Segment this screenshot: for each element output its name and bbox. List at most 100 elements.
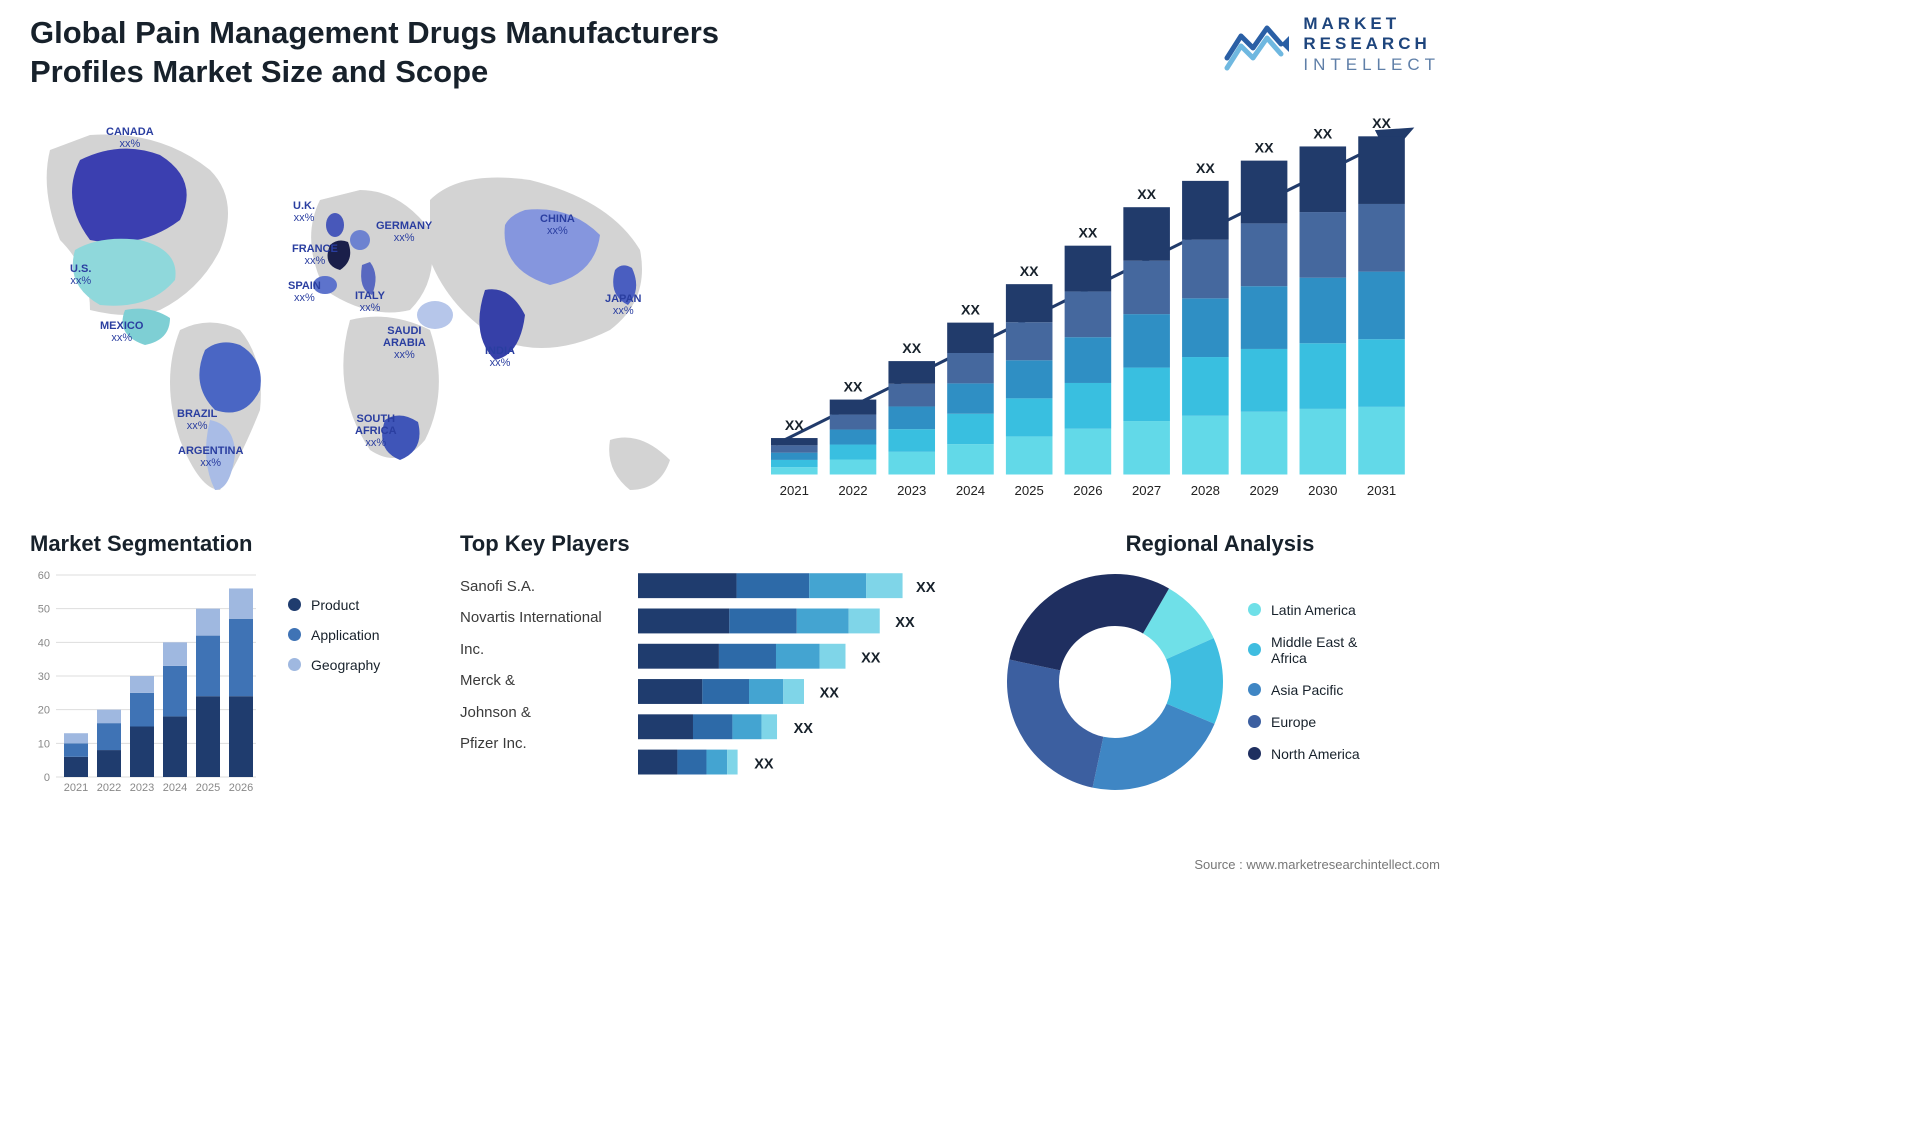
legend-dot-icon bbox=[1248, 603, 1261, 616]
svg-text:2024: 2024 bbox=[163, 782, 187, 794]
svg-text:2022: 2022 bbox=[838, 482, 867, 497]
legend-label: Geography bbox=[311, 657, 380, 673]
segmentation-section: Market Segmentation 01020304050602021202… bbox=[30, 531, 430, 821]
lower-row: Market Segmentation 01020304050602021202… bbox=[30, 531, 1440, 821]
regional-section: Regional Analysis Latin America Middle Ea… bbox=[1000, 531, 1440, 821]
svg-text:XX: XX bbox=[1372, 116, 1391, 132]
svg-text:10: 10 bbox=[38, 738, 50, 750]
legend-label: Latin America bbox=[1271, 602, 1356, 618]
map-label-saudi-arabia: SAUDIARABIAxx% bbox=[383, 325, 426, 361]
upper-row: CANADAxx%U.S.xx%MEXICOxx%BRAZILxx%ARGENT… bbox=[30, 110, 1440, 515]
map-label-italy: ITALYxx% bbox=[355, 290, 385, 314]
seg-legend-application: Application bbox=[288, 627, 380, 643]
svg-text:0: 0 bbox=[44, 772, 50, 784]
svg-text:2029: 2029 bbox=[1249, 482, 1278, 497]
regional-title: Regional Analysis bbox=[1000, 531, 1440, 557]
player-label: Pfizer Inc. bbox=[460, 728, 630, 760]
svg-text:40: 40 bbox=[38, 637, 50, 649]
map-label-japan: JAPANxx% bbox=[605, 293, 641, 317]
svg-text:XX: XX bbox=[785, 417, 804, 433]
player-label: Sanofi S.A. bbox=[460, 571, 630, 603]
legend-label: Asia Pacific bbox=[1271, 682, 1343, 698]
legend-label: North America bbox=[1271, 746, 1360, 762]
source-attribution: Source : www.marketresearchintellect.com bbox=[1194, 857, 1440, 872]
logo-line2: RESEARCH bbox=[1303, 34, 1440, 54]
regional-legend: Latin America Middle East &Africa Asia Pac… bbox=[1248, 602, 1360, 762]
legend-dot-icon bbox=[288, 658, 301, 671]
svg-text:XX: XX bbox=[794, 721, 814, 737]
svg-text:2023: 2023 bbox=[130, 782, 154, 794]
svg-text:XX: XX bbox=[820, 685, 840, 701]
legend-dot-icon bbox=[1248, 683, 1261, 696]
svg-text:2024: 2024 bbox=[956, 482, 985, 497]
svg-text:XX: XX bbox=[902, 341, 921, 357]
svg-text:XX: XX bbox=[754, 756, 774, 772]
svg-text:20: 20 bbox=[38, 704, 50, 716]
players-chart: XX XX XX XX XX XX bbox=[638, 567, 970, 806]
svg-text:2025: 2025 bbox=[1015, 482, 1044, 497]
regional-donut-chart bbox=[1000, 567, 1230, 797]
map-label-brazil: BRAZILxx% bbox=[177, 408, 217, 432]
reg-legend-middle-east-africa: Middle East &Africa bbox=[1248, 634, 1360, 666]
svg-text:2023: 2023 bbox=[897, 482, 926, 497]
reg-legend-north-america: North America bbox=[1248, 746, 1360, 762]
svg-text:XX: XX bbox=[1078, 225, 1097, 241]
players-labels: Sanofi S.A.Novartis InternationalInc.Mer… bbox=[460, 567, 630, 806]
svg-text:2022: 2022 bbox=[97, 782, 121, 794]
svg-text:2026: 2026 bbox=[1073, 482, 1102, 497]
legend-label: Middle East &Africa bbox=[1271, 634, 1357, 666]
map-label-germany: GERMANYxx% bbox=[376, 220, 432, 244]
player-label: Inc. bbox=[460, 634, 630, 666]
svg-text:2021: 2021 bbox=[64, 782, 88, 794]
reg-legend-latin-america: Latin America bbox=[1248, 602, 1360, 618]
svg-text:XX: XX bbox=[1255, 140, 1274, 156]
map-label-argentina: ARGENTINAxx% bbox=[178, 445, 243, 469]
seg-legend-geography: Geography bbox=[288, 657, 380, 673]
svg-text:2026: 2026 bbox=[229, 782, 253, 794]
map-label-mexico: MEXICOxx% bbox=[100, 320, 143, 344]
map-label-china: CHINAxx% bbox=[540, 213, 575, 237]
player-label: Novartis International bbox=[460, 602, 630, 634]
segmentation-chart: 0102030405060202120222023202420252026 bbox=[30, 567, 270, 797]
header: Global Pain Management Drugs Manufacture… bbox=[30, 14, 1440, 92]
svg-text:60: 60 bbox=[38, 570, 50, 582]
legend-dot-icon bbox=[1248, 747, 1261, 760]
logo-text: MARKET RESEARCH INTELLECT bbox=[1303, 14, 1440, 75]
logo-line1: MARKET bbox=[1303, 14, 1440, 34]
map-label-u-k-: U.K.xx% bbox=[293, 200, 315, 224]
map-label-u-s-: U.S.xx% bbox=[70, 263, 91, 287]
svg-text:XX: XX bbox=[961, 302, 980, 318]
legend-label: Application bbox=[311, 627, 380, 643]
legend-dot-icon bbox=[1248, 643, 1261, 656]
brand-logo: MARKET RESEARCH INTELLECT bbox=[1223, 14, 1440, 75]
segmentation-legend: Product Application Geography bbox=[288, 567, 380, 797]
svg-text:2021: 2021 bbox=[780, 482, 809, 497]
legend-dot-icon bbox=[288, 598, 301, 611]
svg-text:XX: XX bbox=[1137, 187, 1156, 203]
growth-bar-chart: XX 2021 XX 2022 XX 2023 XX 2024 XX 2025 XX 2026 XX 20… bbox=[750, 110, 1440, 515]
svg-text:XX: XX bbox=[1196, 160, 1215, 176]
players-title: Top Key Players bbox=[460, 531, 970, 557]
segmentation-title: Market Segmentation bbox=[30, 531, 430, 557]
reg-legend-europe: Europe bbox=[1248, 714, 1360, 730]
map-label-south-africa: SOUTHAFRICAxx% bbox=[355, 413, 397, 449]
map-label-india: INDIAxx% bbox=[485, 345, 515, 369]
seg-legend-product: Product bbox=[288, 597, 380, 613]
player-label: Johnson & bbox=[460, 697, 630, 729]
svg-text:2028: 2028 bbox=[1191, 482, 1220, 497]
legend-dot-icon bbox=[1248, 715, 1261, 728]
map-label-france: FRANCExx% bbox=[292, 243, 338, 267]
page-title: Global Pain Management Drugs Manufacture… bbox=[30, 14, 820, 92]
svg-text:XX: XX bbox=[895, 615, 915, 631]
svg-text:XX: XX bbox=[844, 379, 863, 395]
svg-text:30: 30 bbox=[38, 671, 50, 683]
legend-label: Product bbox=[311, 597, 359, 613]
reg-legend-asia-pacific: Asia Pacific bbox=[1248, 682, 1360, 698]
legend-label: Europe bbox=[1271, 714, 1316, 730]
svg-text:XX: XX bbox=[861, 650, 881, 666]
svg-text:2031: 2031 bbox=[1367, 482, 1396, 497]
svg-text:XX: XX bbox=[916, 579, 936, 595]
svg-text:2027: 2027 bbox=[1132, 482, 1161, 497]
logo-mark-icon bbox=[1223, 18, 1293, 72]
map-label-spain: SPAINxx% bbox=[288, 280, 321, 304]
